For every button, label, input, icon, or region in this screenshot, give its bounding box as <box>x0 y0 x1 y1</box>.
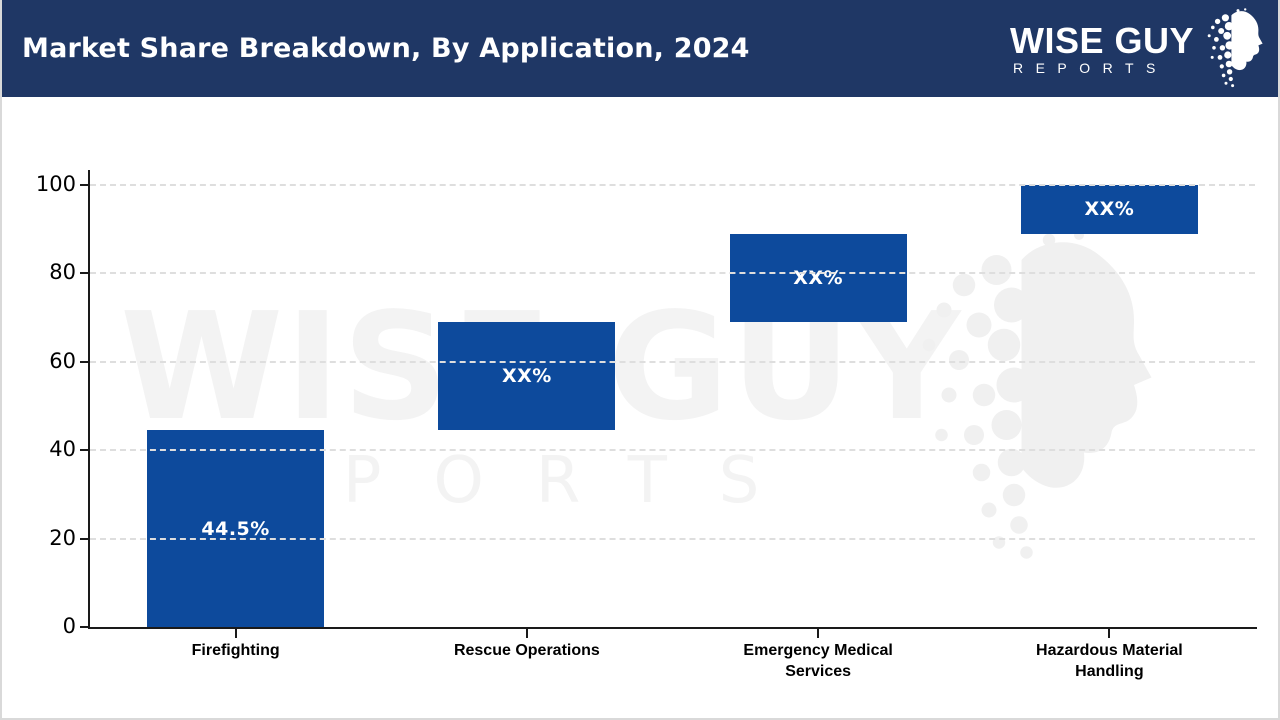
gridline-100 <box>90 184 1255 186</box>
x-category-label: Hazardous Material Handling <box>1036 642 1183 680</box>
y-tick-20 <box>80 537 89 540</box>
header: Market Share Breakdown, By Application, … <box>2 0 1278 97</box>
y-tick-0 <box>80 626 89 628</box>
logo-wordmark: WISE GUY <box>1009 20 1194 61</box>
x-category-label: Firefighting <box>191 642 280 659</box>
gridline-80 <box>90 272 1255 275</box>
bar-hazardous-material-handling: XX% <box>1020 185 1198 234</box>
y-tick-40 <box>80 449 89 452</box>
x-tick-3 <box>1108 629 1111 638</box>
chart-area: WISE GUY REPORTS 0 20 40 60 80 100 44.5% Firefi… <box>2 97 1278 718</box>
bar-firefighting: 44.5% <box>147 430 324 627</box>
x-tick-1 <box>525 629 528 638</box>
y-tick-label-80: 80 <box>49 260 76 285</box>
bar-value-label: XX% <box>793 266 844 289</box>
wiseguy-logo-text: WISE GUY REPORTS <box>1009 20 1194 77</box>
x-category-label: Rescue Operations <box>453 642 600 659</box>
x-category-label: Emergency Medical Services <box>743 642 893 680</box>
y-tick-label-40: 40 <box>49 437 76 462</box>
page-title: Market Share Breakdown, By Application, … <box>22 33 750 64</box>
wiseguy-logo: WISE GUY REPORTS <box>1010 7 1268 91</box>
y-tick-label-0: 0 <box>62 614 76 638</box>
gridline-60 <box>90 360 1255 363</box>
y-tick-label-20: 20 <box>49 525 76 550</box>
watermark-head-icon <box>874 225 1174 575</box>
bar-value-label: 44.5% <box>201 517 270 540</box>
y-axis-line <box>88 170 90 629</box>
bar-value-label: XX% <box>501 365 552 388</box>
x-tick-2 <box>817 629 820 638</box>
gridline-40 <box>90 449 1255 452</box>
bar-value-label: XX% <box>1084 198 1135 221</box>
y-tick-label-60: 60 <box>49 348 76 373</box>
bar-rescue-operations: XX% <box>438 322 616 431</box>
bar-emergency-medical-services: XX% <box>729 233 907 322</box>
y-tick-80 <box>80 272 89 275</box>
y-tick-label-100: 100 <box>35 172 76 196</box>
x-axis-line <box>88 627 1257 629</box>
x-tick-0 <box>234 629 237 638</box>
y-tick-100 <box>80 184 89 186</box>
logo-subtitle: REPORTS <box>1012 60 1168 76</box>
gridline-20 <box>90 537 1255 540</box>
wiseguy-head-icon <box>1196 7 1268 91</box>
y-tick-60 <box>80 360 89 363</box>
